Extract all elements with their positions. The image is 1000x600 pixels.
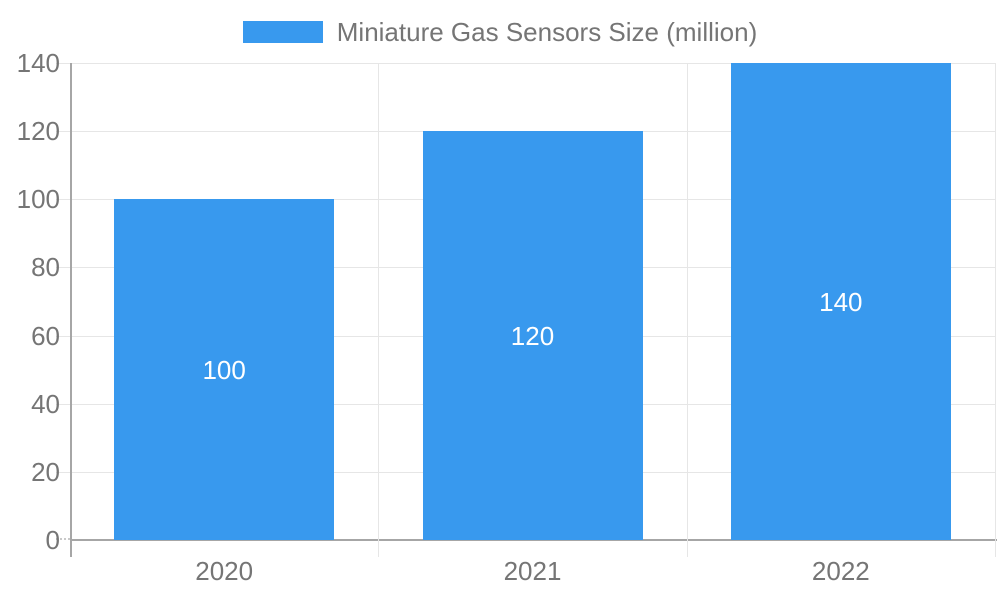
x-axis-tick-label: 2020 [195, 556, 254, 586]
bar[interactable] [730, 63, 951, 540]
bar[interactable] [114, 199, 335, 540]
y-axis-tick-label: 0 [45, 525, 60, 555]
y-axis-tick-label: 60 [31, 320, 60, 351]
legend-color-swatch [242, 21, 323, 43]
x-axis-line [70, 539, 997, 541]
y-axis-line [70, 63, 72, 557]
category-boundary-gridline [995, 63, 996, 557]
category-boundary-gridline [378, 63, 379, 557]
y-axis-tick-label: 80 [31, 252, 60, 283]
bar-value-label: 100 [202, 354, 246, 385]
y-axis-tick-label: 20 [31, 456, 60, 487]
y-axis-tick-label: 120 [16, 116, 60, 147]
y-axis-tick-label: 100 [16, 184, 60, 215]
x-axis-tick-label: 2022 [811, 556, 870, 586]
y-axis-tick-label: 140 [16, 48, 60, 78]
bar-value-label: 140 [819, 286, 863, 317]
y-gridline [56, 63, 995, 64]
bar[interactable] [422, 131, 643, 540]
zero-tick-line [56, 538, 70, 540]
bar-value-label: 120 [510, 320, 555, 351]
y-axis-tick-label: 40 [31, 388, 60, 419]
chart-legend[interactable]: Miniature Gas Sensors Size (million) [0, 16, 1000, 48]
x-axis-tick-label: 2021 [503, 556, 562, 586]
legend-label: Miniature Gas Sensors Size (million) [336, 17, 758, 47]
category-boundary-gridline [687, 63, 688, 557]
